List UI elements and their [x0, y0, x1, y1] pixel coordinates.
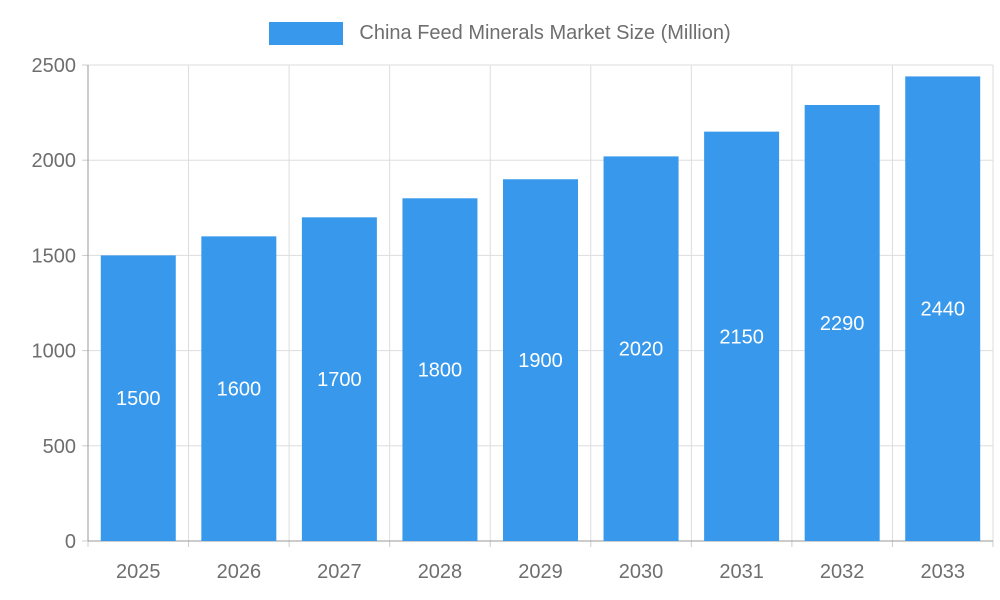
bar-2026[interactable]: [201, 236, 277, 542]
x-tick-label-2029: 2029: [518, 561, 563, 583]
x-tick-label-2027: 2027: [317, 561, 362, 583]
bar-value-label-2029: 1900: [518, 350, 563, 372]
bar-value-label-2027: 1700: [317, 369, 362, 391]
x-tick-label-2030: 2030: [619, 561, 664, 583]
bar-value-label-2030: 2020: [619, 339, 664, 361]
x-tick-label-2033: 2033: [920, 561, 965, 583]
y-tick-label-0: 0: [65, 531, 76, 553]
x-tick-label-2028: 2028: [418, 561, 463, 583]
bar-value-label-2032: 2290: [820, 313, 865, 335]
y-tick-label-500: 500: [43, 436, 76, 458]
x-tick-label-2031: 2031: [719, 561, 764, 583]
bar-2029[interactable]: [503, 179, 578, 542]
y-tick-label-1500: 1500: [32, 245, 77, 267]
bar-value-label-2028: 1800: [418, 360, 463, 382]
bar-value-label-2033: 2440: [920, 299, 965, 321]
bar-2027[interactable]: [301, 217, 377, 541]
x-tick-label-2026: 2026: [217, 561, 262, 583]
bar-2025[interactable]: [100, 255, 176, 541]
legend-swatch: [269, 21, 344, 45]
y-tick-label-1000: 1000: [32, 341, 77, 363]
bar-value-label-2025: 1500: [116, 388, 161, 410]
bar-2032[interactable]: [804, 104, 880, 541]
bar-value-label-2026: 1600: [217, 379, 262, 401]
bar-value-label-2031: 2150: [719, 326, 764, 348]
x-tick-label-2032: 2032: [820, 561, 865, 583]
bar-2030[interactable]: [603, 156, 679, 541]
bar-2031[interactable]: [704, 131, 780, 541]
y-tick-label-2000: 2000: [32, 150, 77, 172]
bar-2033[interactable]: [905, 76, 981, 541]
legend-label: China Feed Minerals Market Size (Million…: [359, 22, 731, 44]
bar-2028[interactable]: [402, 198, 478, 541]
legend[interactable]: China Feed Minerals Market Size (Million…: [0, 21, 1000, 45]
x-tick-label-2025: 2025: [116, 561, 161, 583]
y-tick-label-2500: 2500: [32, 55, 77, 77]
